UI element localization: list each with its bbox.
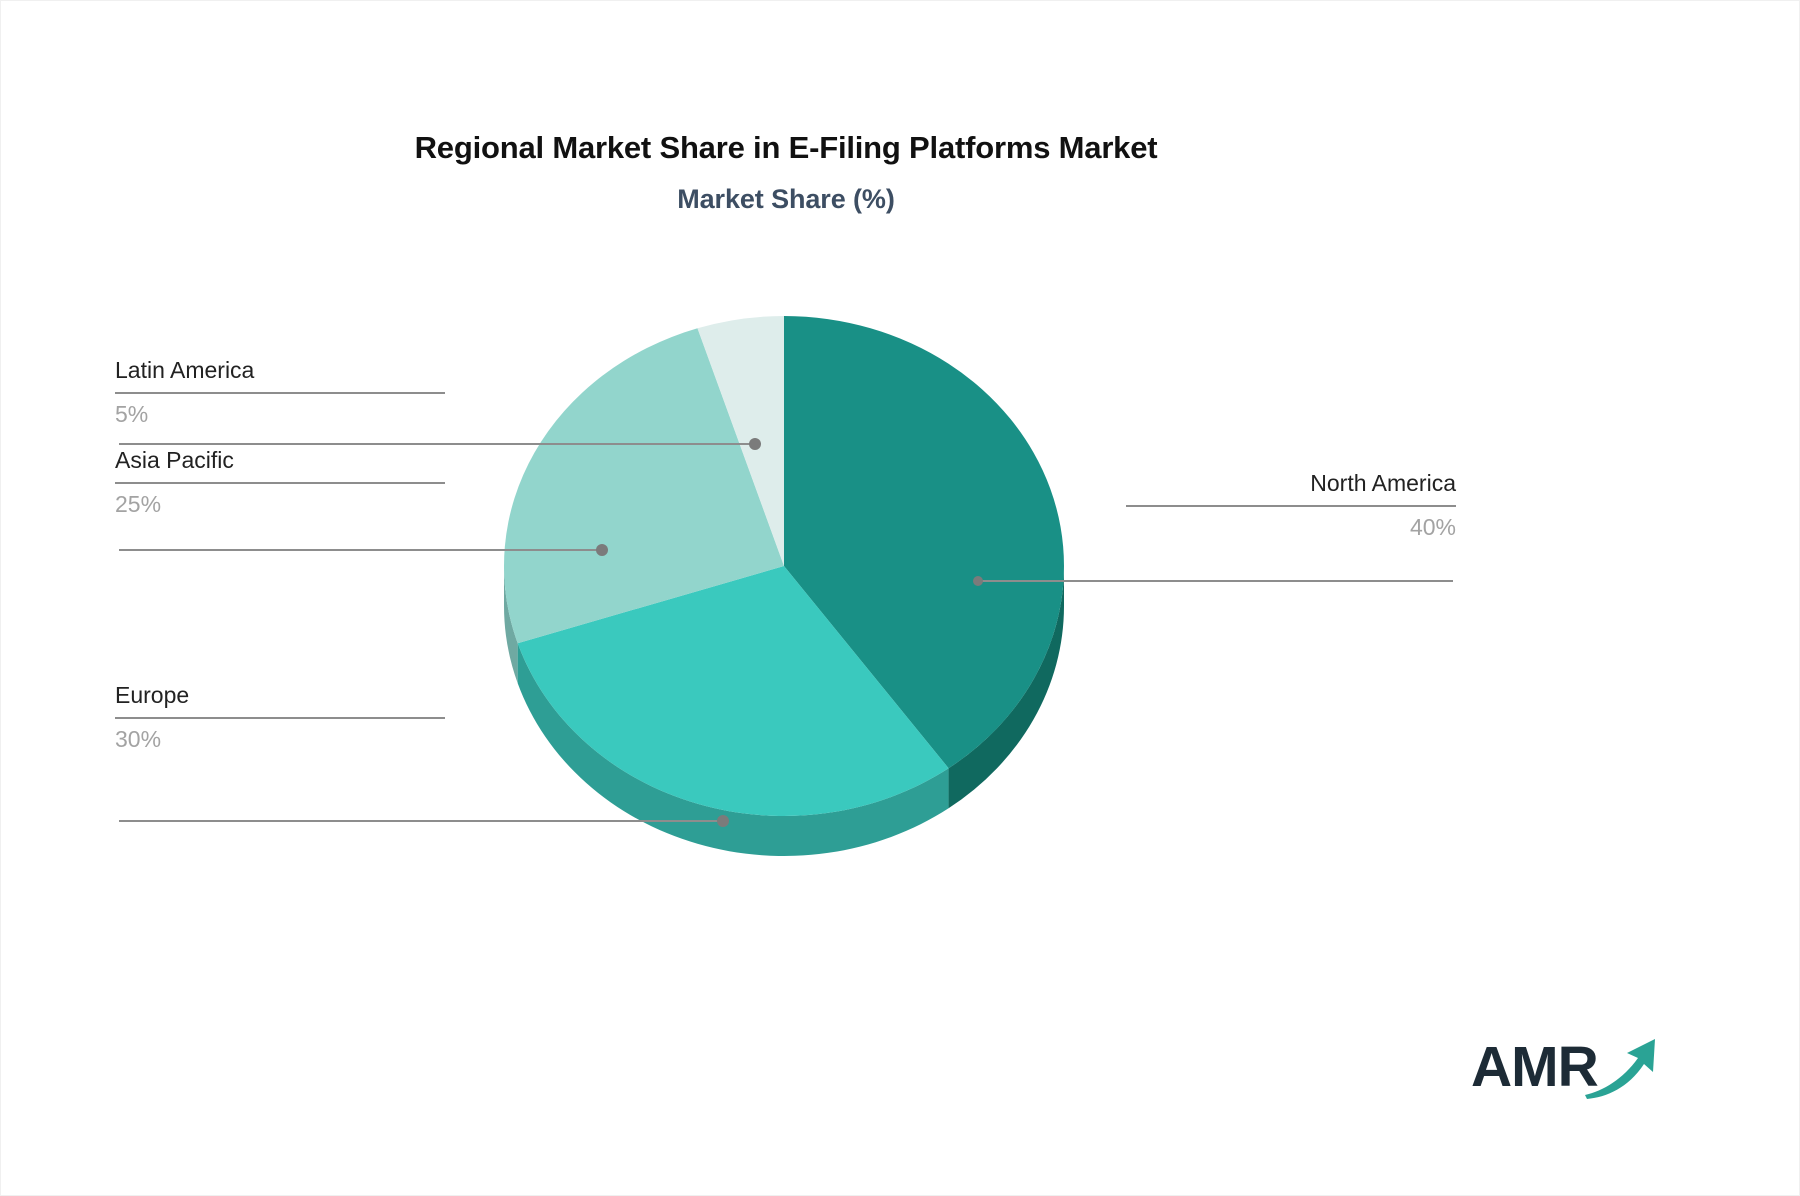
callout-rule-latin-america	[115, 391, 445, 394]
pie-wall-north-america	[948, 566, 1064, 809]
leader-dot-north-america	[973, 576, 983, 586]
callout-label-europe: Europe	[115, 682, 190, 708]
pie-wall-asia-pacific	[504, 566, 518, 684]
growth-arrow-icon	[1585, 1039, 1655, 1099]
callout-value-north-america: 40%	[1409, 513, 1456, 540]
pie-slice-north-america	[784, 316, 1064, 769]
chart-title: Regional Market Share in E-Filing Platfo…	[414, 130, 1158, 165]
pie-top-faces	[503, 316, 1064, 816]
pie-wall-europe	[517, 643, 949, 856]
amr-logo: AMR	[1471, 1031, 1661, 1111]
leader-dot-europe	[717, 815, 729, 827]
callout-asia-pacific: Asia Pacific 25%	[115, 446, 445, 519]
callout-rule-europe	[115, 716, 445, 719]
callout-europe: Europe 30%	[115, 681, 445, 754]
callout-value-latin-america: 5%	[115, 400, 149, 427]
callout-rule-asia-pacific	[115, 481, 445, 484]
callout-latin-america: Latin America 5%	[115, 356, 445, 429]
chart-header: Regional Market Share in E-Filing Platfo…	[1, 130, 1571, 215]
callout-label-latin-america: Latin America	[115, 357, 255, 383]
pie-depth-walls	[504, 566, 1064, 856]
callout-value-asia-pacific: 25%	[115, 490, 162, 517]
amr-logo-text: AMR	[1471, 1035, 1599, 1099]
callout-label-asia-pacific: Asia Pacific	[115, 447, 234, 473]
callout-value-europe: 30%	[115, 725, 162, 752]
pie-slice-asia-pacific	[503, 328, 784, 644]
callout-north-america: North America 40%	[1126, 469, 1456, 542]
leader-dots	[596, 438, 983, 827]
leader-dot-asia-pacific	[596, 544, 608, 556]
leader-dot-latin-america	[749, 438, 761, 450]
pie-slice-europe	[517, 566, 949, 816]
chart-subtitle: Market Share (%)	[677, 184, 895, 215]
callout-rule-north-america	[1126, 504, 1456, 507]
pie-slice-latin-america	[697, 316, 784, 566]
callout-label-north-america: North America	[1310, 470, 1456, 496]
